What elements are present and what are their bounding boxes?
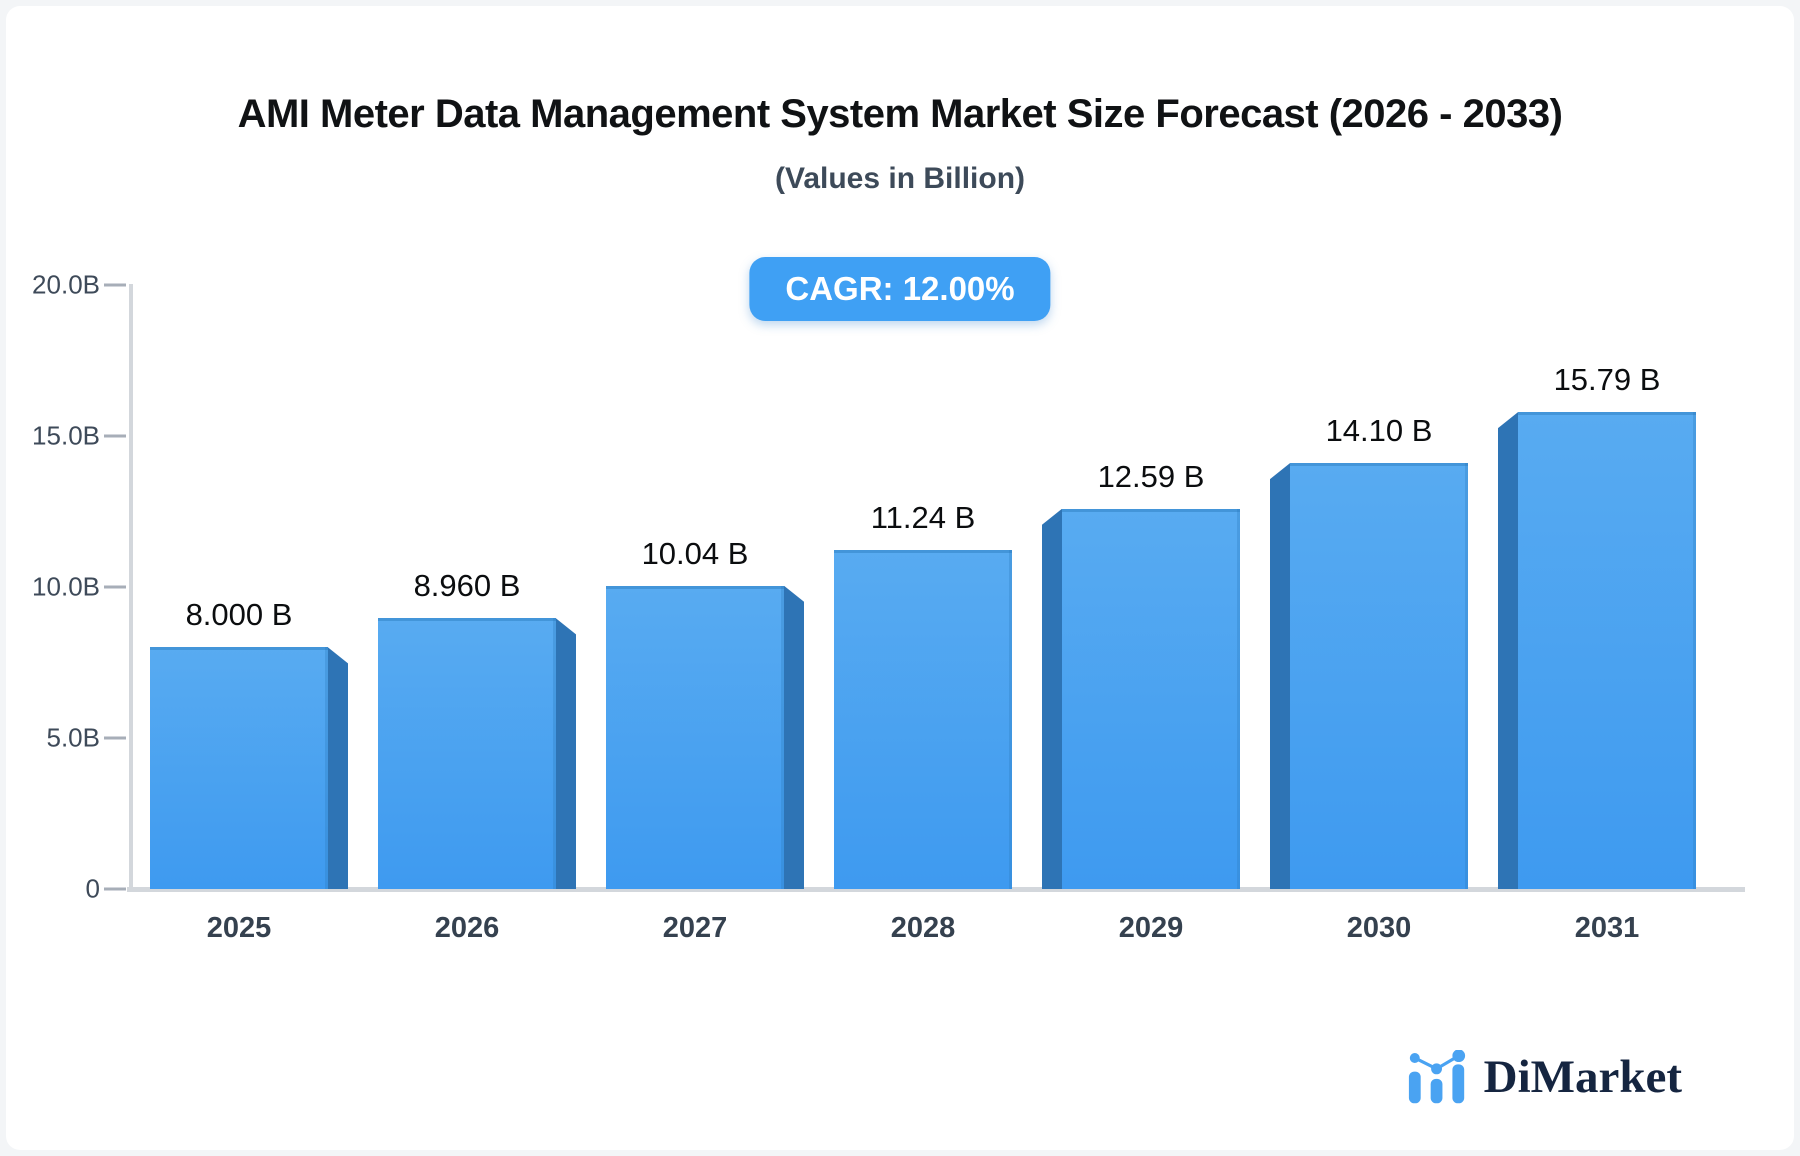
- dimarket-logo[interactable]: DiMarket: [1408, 1050, 1682, 1104]
- x-axis-label-2031: 2031: [1574, 912, 1640, 944]
- bar-3d-side-2025: [328, 647, 348, 889]
- y-axis-tick-label: 5.0B: [46, 722, 101, 753]
- bar-value-label-2027: 10.04 B: [641, 535, 749, 571]
- x-axis-label-2025: 2025: [206, 912, 272, 944]
- bar-value-label-2028: 11.24 B: [870, 499, 976, 535]
- bar-value-label-2030: 14.10 B: [1325, 413, 1433, 449]
- x-axis-label-2027: 2027: [662, 912, 728, 944]
- bar-2026: [378, 618, 556, 889]
- y-axis-line: [129, 284, 133, 889]
- y-axis-tick-mark: [104, 283, 126, 287]
- x-axis-label-2028: 2028: [890, 912, 956, 944]
- page-title: AMI Meter Data Management System Market …: [237, 92, 1563, 136]
- y-axis-tick-mark: [104, 887, 126, 891]
- bar-3d-side-2029: [1042, 508, 1062, 889]
- bar-value-label-2031: 15.79 B: [1553, 362, 1661, 398]
- bar-3d-side-2027: [784, 585, 804, 889]
- y-axis-tick-label: 0: [85, 873, 100, 904]
- y-axis-tick-label: 10.0B: [32, 571, 100, 602]
- bar-3d-side-2026: [556, 618, 576, 889]
- chart-subtitle: (Values in Billion): [774, 162, 1026, 195]
- bar-2031: [1518, 412, 1696, 889]
- y-axis-tick-mark: [104, 736, 126, 740]
- x-axis-label-2026: 2026: [434, 912, 500, 944]
- y-axis-tick-mark: [104, 585, 126, 589]
- bar-value-label-2025: 8.000 B: [185, 597, 293, 633]
- bar-2030: [1290, 463, 1468, 889]
- x-axis-label-2030: 2030: [1346, 912, 1412, 944]
- bar-2027: [606, 585, 784, 889]
- bar-value-label-2026: 8.960 B: [413, 568, 521, 604]
- y-axis-tick-mark: [104, 434, 126, 438]
- bar-3d-side-2031: [1498, 412, 1518, 889]
- x-axis-line: [127, 887, 1745, 892]
- bar-value-label-2029: 12.59 B: [1097, 458, 1205, 494]
- bar-2025: [150, 647, 328, 889]
- y-axis-tick-label: 15.0B: [32, 420, 100, 451]
- x-axis-label-2029: 2029: [1118, 912, 1184, 944]
- y-axis-tick-label: 20.0B: [32, 269, 100, 300]
- cagr-badge: CAGR: 12.00%: [749, 257, 1051, 321]
- bar-chart-logo-icon: [1408, 1050, 1465, 1104]
- bar-2029: [1062, 508, 1240, 889]
- bar-3d-side-2030: [1270, 463, 1290, 889]
- bar-2028: [834, 549, 1012, 889]
- logo-text: DiMarket: [1483, 1050, 1682, 1103]
